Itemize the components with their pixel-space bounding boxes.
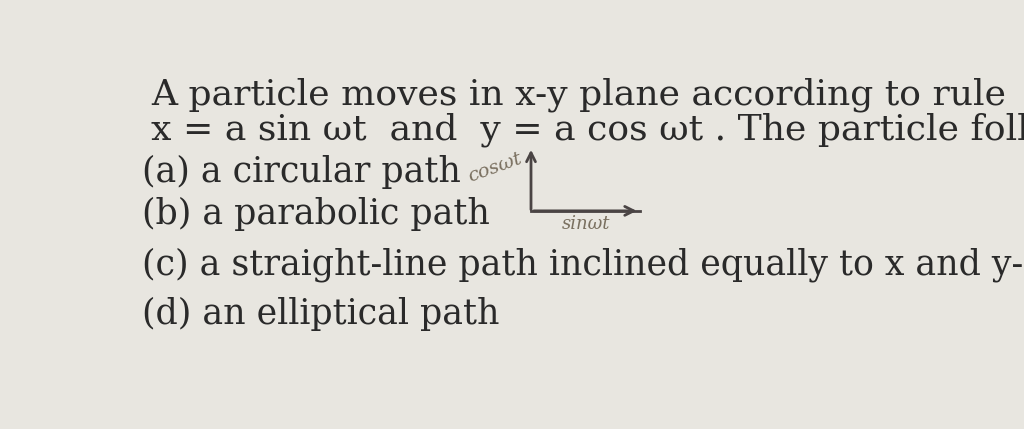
Text: (a) a circular path: (a) a circular path xyxy=(142,155,461,189)
Text: (d) an elliptical path: (d) an elliptical path xyxy=(142,297,500,331)
Text: (b) a parabolic path: (b) a parabolic path xyxy=(142,197,489,231)
Text: (c) a straight-line path inclined equally to x and y-axis: (c) a straight-line path inclined equall… xyxy=(142,247,1024,281)
Text: A particle moves in x-y plane according to rule: A particle moves in x-y plane according … xyxy=(152,78,1007,112)
Text: x = a sin ωt  and  y = a cos ωt . The particle follows:: x = a sin ωt and y = a cos ωt . The part… xyxy=(152,112,1024,147)
Text: cosωt: cosωt xyxy=(465,150,524,186)
Text: sinωt: sinωt xyxy=(562,215,610,233)
